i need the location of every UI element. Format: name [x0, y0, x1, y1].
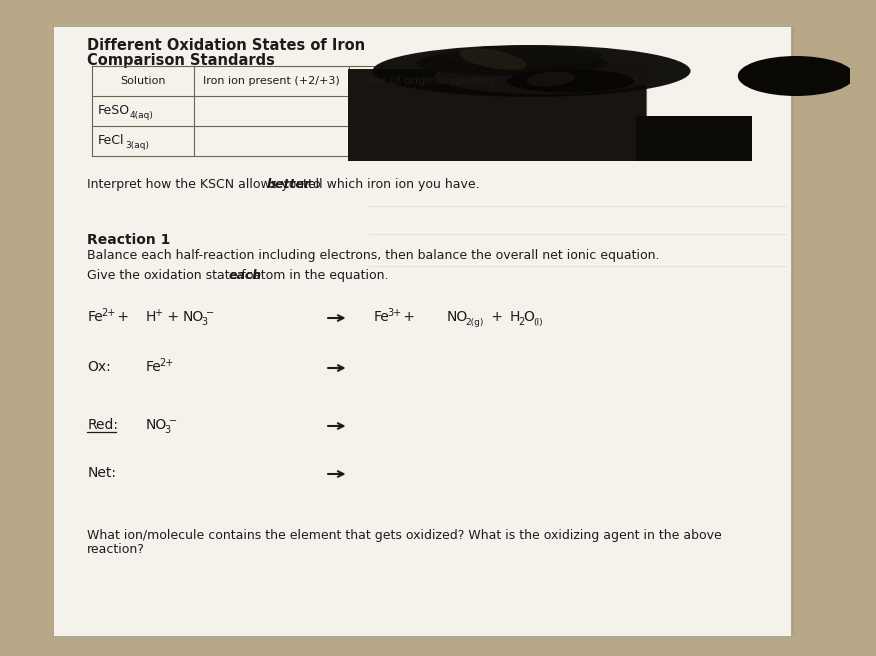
Text: reaction?: reaction? — [88, 543, 145, 556]
Text: tell which iron ion you have.: tell which iron ion you have. — [299, 178, 480, 191]
Text: +: + — [113, 310, 129, 324]
Ellipse shape — [442, 46, 601, 66]
Text: each: each — [228, 269, 261, 282]
Text: Red:: Red: — [88, 418, 118, 432]
Ellipse shape — [526, 72, 576, 87]
Bar — [636, 116, 752, 161]
Ellipse shape — [417, 50, 608, 76]
Text: 3(aq): 3(aq) — [125, 140, 149, 150]
Text: −: − — [169, 416, 177, 426]
Text: Solution: Solution — [120, 76, 166, 86]
Text: better: better — [267, 178, 311, 191]
Text: FeSO: FeSO — [98, 104, 131, 117]
Text: 4(aq): 4(aq) — [129, 110, 153, 119]
Text: Different Oxidation States of Iron: Different Oxidation States of Iron — [88, 38, 365, 53]
Text: 3: 3 — [164, 425, 170, 435]
Text: Net:: Net: — [88, 466, 117, 480]
Text: Interpret how the KSCN allows you to: Interpret how the KSCN allows you to — [88, 178, 325, 191]
Ellipse shape — [372, 45, 690, 97]
Text: +: + — [163, 310, 179, 324]
Text: NO: NO — [447, 310, 468, 324]
Text: Color after KSCN added: Color after KSCN added — [507, 76, 639, 86]
Text: H: H — [145, 310, 156, 324]
Text: 3+: 3+ — [387, 308, 401, 318]
Text: Fe: Fe — [374, 310, 390, 324]
Ellipse shape — [434, 58, 657, 94]
Text: Reaction 1: Reaction 1 — [88, 233, 171, 247]
FancyBboxPatch shape — [787, 26, 795, 634]
Text: 2: 2 — [519, 317, 525, 327]
Text: FeCl: FeCl — [98, 134, 124, 148]
Text: 2+: 2+ — [159, 358, 173, 368]
Text: +: + — [399, 310, 415, 324]
Text: +: + — [487, 310, 504, 324]
Text: atom in the equation.: atom in the equation. — [250, 269, 389, 282]
Ellipse shape — [738, 56, 854, 96]
Ellipse shape — [459, 49, 526, 70]
Text: Give the oxidation state for: Give the oxidation state for — [88, 269, 263, 282]
Text: 3: 3 — [201, 317, 207, 327]
Text: NO: NO — [182, 310, 204, 324]
Text: NO: NO — [145, 418, 166, 432]
Text: (l): (l) — [533, 318, 542, 327]
Text: −: − — [206, 308, 214, 318]
Text: O: O — [523, 310, 534, 324]
Text: 2+: 2+ — [101, 308, 116, 318]
Ellipse shape — [506, 70, 634, 92]
Bar — [348, 69, 646, 161]
FancyBboxPatch shape — [53, 26, 791, 636]
Text: Balance each half-reaction including electrons, then balance the overall net ion: Balance each half-reaction including ele… — [88, 249, 660, 262]
Text: Fe: Fe — [145, 360, 161, 374]
Text: What ion/molecule contains the element that gets oxidized? What is the oxidizing: What ion/molecule contains the element t… — [88, 529, 722, 542]
Text: Fe: Fe — [88, 310, 103, 324]
Text: Ox:: Ox: — [88, 360, 111, 374]
Text: 2(g): 2(g) — [465, 318, 484, 327]
Text: H: H — [510, 310, 520, 324]
Text: Iron ion present (+2/+3): Iron ion present (+2/+3) — [203, 76, 340, 86]
Text: Color of original solution: Color of original solution — [357, 76, 493, 86]
Text: +: + — [154, 308, 162, 318]
Text: Comparison Standards: Comparison Standards — [88, 53, 275, 68]
